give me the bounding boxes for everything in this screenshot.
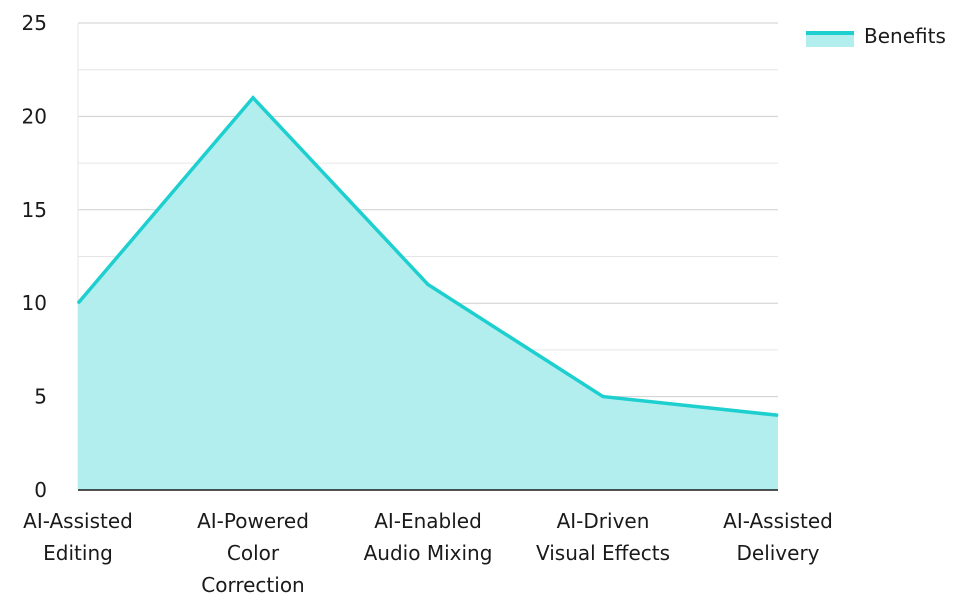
y-tick-label: 25 bbox=[22, 11, 47, 35]
axes: 0 5 10 15 20 25 AI-Assisted Editing AI-Powered Co… bbox=[22, 11, 833, 597]
plot-area bbox=[76, 95, 779, 490]
data-point bbox=[252, 97, 254, 99]
data-point bbox=[602, 396, 604, 398]
x-tick-label: AI-Powered Color Correction bbox=[197, 509, 309, 594]
x-tick-label: AI-Driven Visual Effects bbox=[536, 509, 670, 565]
y-tick-label: 10 bbox=[22, 291, 47, 315]
y-tick-label: 15 bbox=[22, 198, 47, 222]
legend: Benefits bbox=[806, 24, 946, 48]
data-point bbox=[427, 284, 429, 286]
x-tick-label: AI-Assisted Delivery bbox=[723, 509, 833, 565]
y-tick-label: 0 bbox=[34, 478, 47, 502]
series-area-benefits bbox=[78, 97, 778, 490]
x-tick-label: AI-Assisted Editing bbox=[23, 509, 133, 565]
y-tick-label: 5 bbox=[34, 385, 47, 409]
y-tick-label: 20 bbox=[22, 104, 47, 128]
data-point bbox=[777, 414, 779, 416]
data-point bbox=[77, 302, 79, 304]
x-tick-label: AI-Enabled Audio Mixing bbox=[364, 509, 493, 565]
legend-label-benefits: Benefits bbox=[864, 24, 946, 48]
